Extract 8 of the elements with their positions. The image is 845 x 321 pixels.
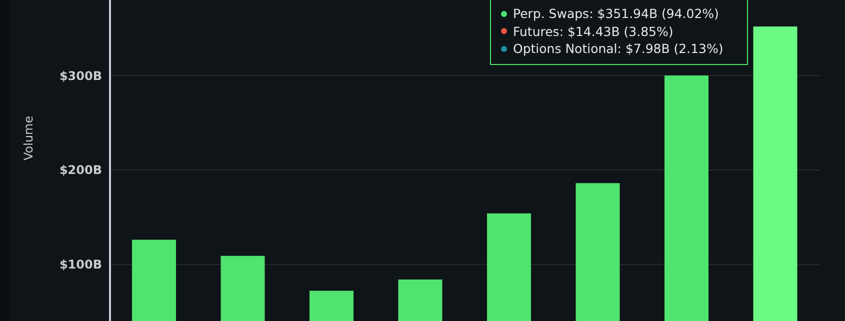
y-axis-title: Volume — [21, 116, 36, 160]
y-tick-label: $200B — [59, 163, 102, 178]
y-tick-label: $100B — [59, 258, 102, 272]
annotation: Futures: $14.43B (3.85%) — [513, 22, 674, 40]
annotation: Options Notional: $7.98B (2.13%) — [513, 40, 724, 58]
y-tick-label: $300B — [59, 68, 102, 83]
annotation: Perp. Swaps: $351.94B (94.02%) — [513, 5, 719, 22]
tooltip-panel: Perp. Swaps: $351.94B (94.02%) Futures: $14.43B (3.85%) Options Notional: $7.98B (2.13%) — [490, 0, 748, 64]
